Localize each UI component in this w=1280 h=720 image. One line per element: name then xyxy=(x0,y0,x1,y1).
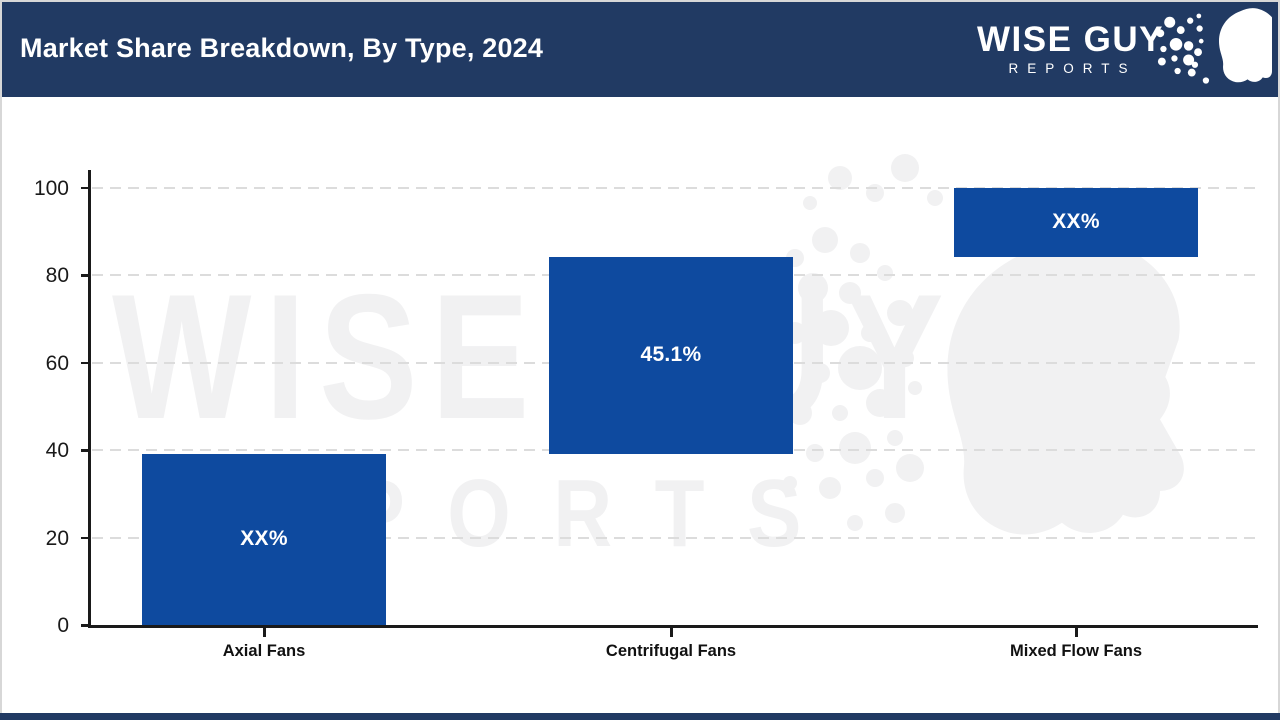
y-axis-tick-0 xyxy=(81,624,90,627)
x-axis-label-0: Axial Fans xyxy=(222,642,306,660)
y-axis-tick-60 xyxy=(81,361,90,364)
x-axis-tick-1 xyxy=(670,628,673,637)
bar-value-label: XX% xyxy=(1052,210,1100,234)
y-axis-tick-80 xyxy=(81,274,90,277)
brain-dots-head-icon xyxy=(1156,8,1272,84)
y-axis-label-20: 20 xyxy=(45,526,69,550)
gridline-20 xyxy=(92,536,1258,539)
x-axis-tick-0 xyxy=(263,628,266,637)
x-axis-label-1: Centrifugal Fans xyxy=(605,642,737,660)
brand-wordmark: WISE GUY xyxy=(976,20,1164,59)
y-axis-label-80: 80 xyxy=(45,264,69,287)
brand-wordmark-block: WISE GUY REPORTS xyxy=(977,22,1164,76)
y-axis-line xyxy=(88,170,91,628)
y-axis-label-60: 60 xyxy=(45,351,69,375)
y-axis-tick-100 xyxy=(81,186,90,189)
bar-centrifugal-fans: 45.1% xyxy=(549,256,793,454)
y-axis-label-100: 100 xyxy=(33,176,69,200)
gridline-100 xyxy=(92,186,1258,189)
bar-value-label: XX% xyxy=(240,527,288,551)
y-axis-label-40: 40 xyxy=(45,439,69,462)
chart-area: 0 20 40 60 80 100 XX% Axial Fans 45.1% Centrifuga… xyxy=(0,97,1280,713)
header-bar: Market Share Breakdown, By Type, 2024 WI… xyxy=(0,0,1280,97)
y-axis-label-0: 0 xyxy=(57,614,69,637)
brand-subtext: REPORTS xyxy=(1008,61,1137,76)
brand-logo: WISE GUY REPORTS xyxy=(977,4,1272,94)
watermark-brain-dots-head-icon xyxy=(776,154,1184,535)
page-title: Market Share Breakdown, By Type, 2024 xyxy=(20,33,544,63)
x-axis-tick-2 xyxy=(1075,628,1078,637)
y-axis-tick-40 xyxy=(81,449,90,452)
bar-axial-fans: XX% xyxy=(142,453,386,625)
footer-bar xyxy=(0,713,1280,720)
x-axis-label-2: Mixed Flow Fans xyxy=(1009,642,1143,660)
bar-value-label: 45.1% xyxy=(640,343,702,367)
y-axis-tick-20 xyxy=(81,536,90,539)
x-axis-line xyxy=(88,625,1258,628)
bar-mixed-flow-fans: XX% xyxy=(954,187,1198,257)
